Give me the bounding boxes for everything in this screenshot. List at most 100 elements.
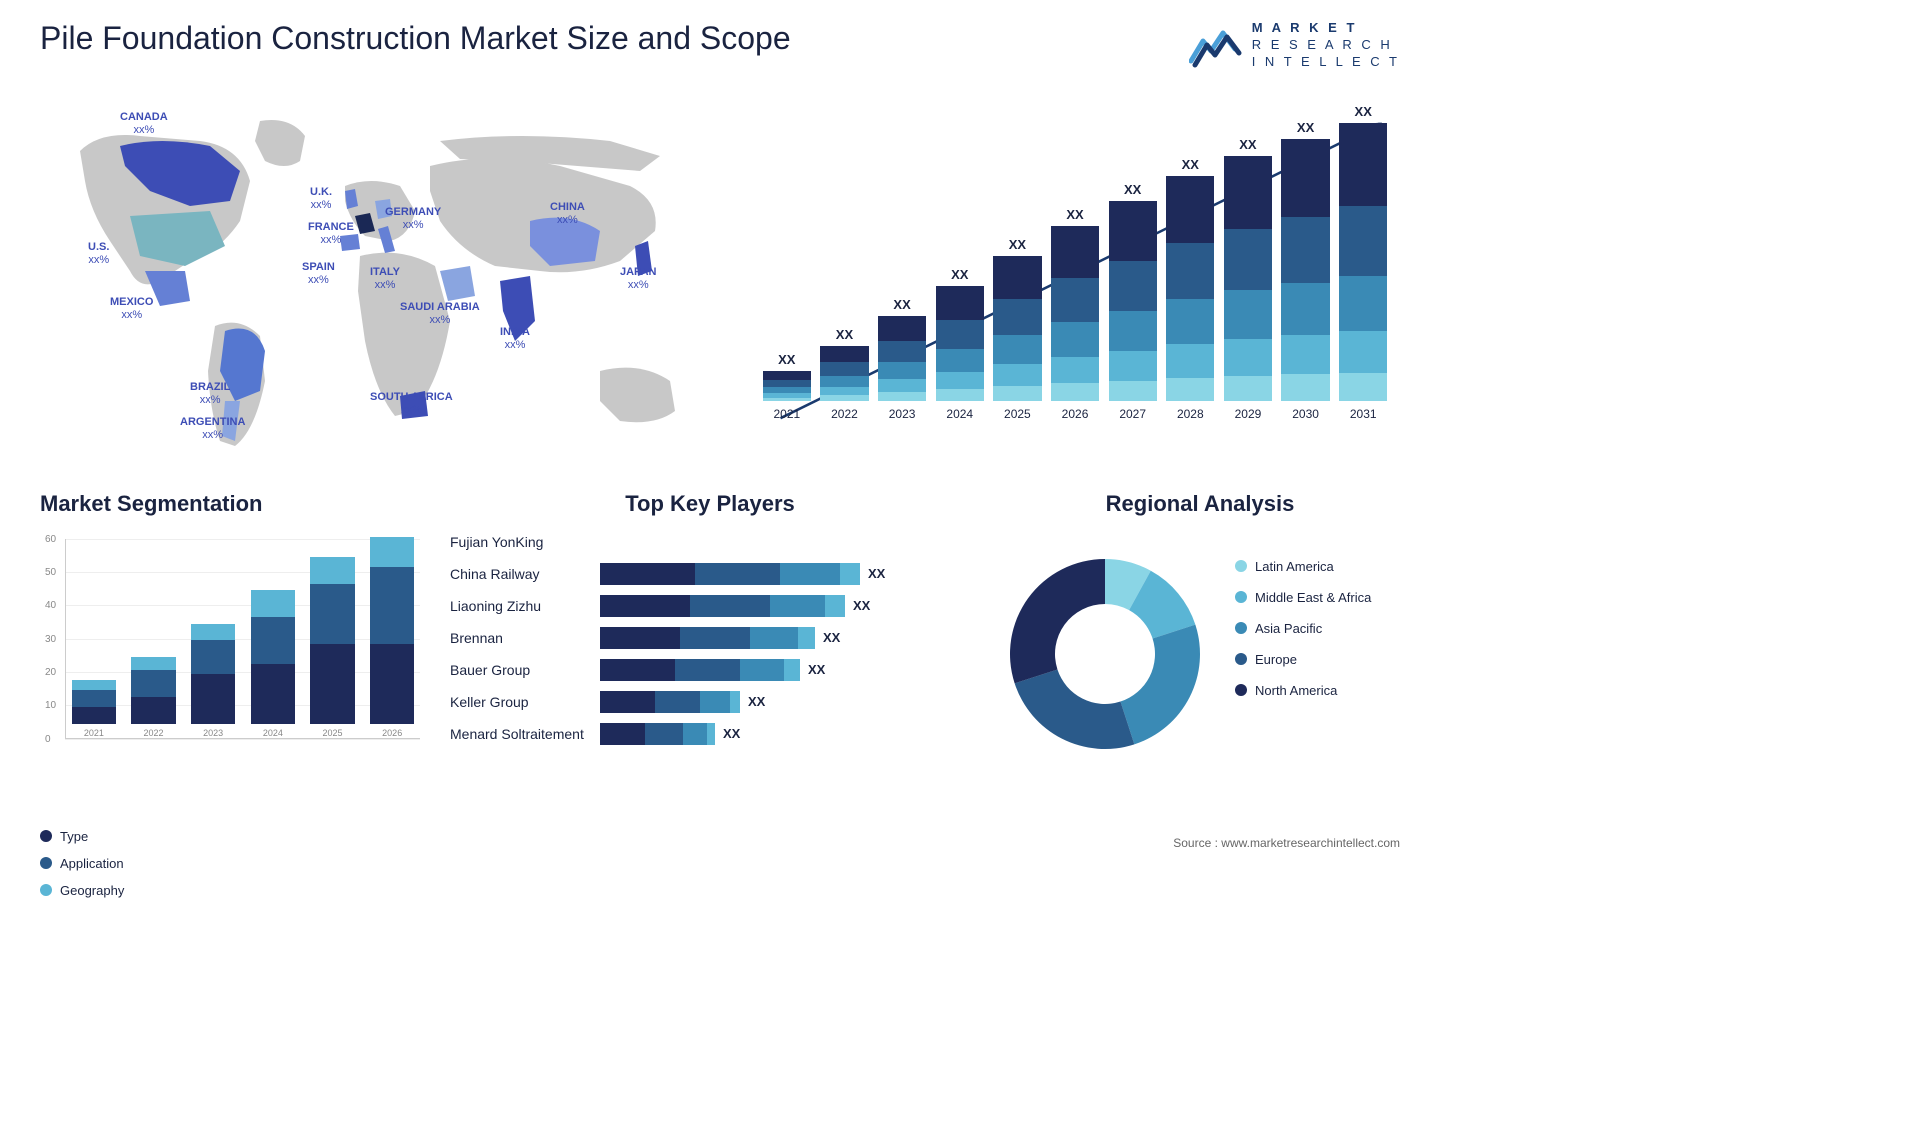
growth-bar-year: 2030 <box>1292 407 1319 421</box>
map-label: GERMANYxx% <box>385 206 441 232</box>
segmentation-title: Market Segmentation <box>40 491 420 517</box>
map-label: ARGENTINAxx% <box>180 416 245 442</box>
legend-item: Europe <box>1235 652 1371 667</box>
donut-slice <box>1120 624 1200 744</box>
seg-ytick: 60 <box>45 534 56 545</box>
legend-label: Application <box>60 856 124 871</box>
growth-bar-value: XX <box>1239 137 1256 152</box>
legend-item: Middle East & Africa <box>1235 590 1371 605</box>
growth-bar-value: XX <box>1124 182 1141 197</box>
growth-bar-value: XX <box>1066 207 1083 222</box>
seg-ytick: 30 <box>45 634 56 645</box>
growth-bar: XX 2022 <box>818 327 872 421</box>
growth-bar-value: XX <box>1009 237 1026 252</box>
player-name: Fujian YonKing <box>450 534 600 550</box>
growth-bar-year: 2029 <box>1235 407 1262 421</box>
growth-chart: XX2021XX2022XX2023XX2024XX2025XX2026XX20… <box>750 91 1400 461</box>
legend-item: North America <box>1235 683 1371 698</box>
player-row: Keller GroupXX <box>450 689 970 715</box>
legend-label: Europe <box>1255 652 1297 667</box>
logo-icon <box>1189 23 1244 68</box>
top-row: CANADAxx% U.S.xx% MEXICOxx% BRAZILxx% ARGENT… <box>40 91 1400 461</box>
legend-label: Type <box>60 829 88 844</box>
player-row: Bauer GroupXX <box>450 657 970 683</box>
growth-bar-value: XX <box>836 327 853 342</box>
player-row: Fujian YonKing <box>450 529 970 555</box>
players-title: Top Key Players <box>450 491 970 517</box>
growth-bar: XX2021 <box>760 352 814 421</box>
donut-slice <box>1010 559 1105 683</box>
growth-bar-value: XX <box>951 267 968 282</box>
player-name: Bauer Group <box>450 662 600 678</box>
seg-ytick: 0 <box>45 734 51 745</box>
seg-bar-year: 2022 <box>143 728 163 738</box>
map-label: INDIAxx% <box>500 326 530 352</box>
growth-bar-year: 2023 <box>889 407 916 421</box>
legend-dot <box>1235 684 1247 696</box>
legend-dot <box>1235 622 1247 634</box>
legend-label: Asia Pacific <box>1255 621 1322 636</box>
legend-label: North America <box>1255 683 1337 698</box>
player-value: XX <box>853 598 870 613</box>
map-label: MEXICOxx% <box>110 296 153 322</box>
seg-bar-year: 2026 <box>382 728 402 738</box>
growth-bar-year: 2022 <box>831 407 858 421</box>
growth-bar-year: 2024 <box>946 407 973 421</box>
player-name: China Railway <box>450 566 600 582</box>
legend-label: Latin America <box>1255 559 1334 574</box>
growth-bar: XX 2031 <box>1336 104 1390 421</box>
growth-bar-year: 2027 <box>1119 407 1146 421</box>
growth-bar: XX 2029 <box>1221 137 1275 421</box>
player-row: BrennanXX <box>450 625 970 651</box>
map-label: ITALYxx% <box>370 266 400 292</box>
seg-ytick: 40 <box>45 600 56 611</box>
map-label: SAUDI ARABIAxx% <box>400 301 480 327</box>
growth-bar: XX2026 <box>1048 207 1102 421</box>
growth-bar: XX2030 <box>1279 120 1333 421</box>
seg-ytick: 50 <box>45 567 56 578</box>
page-title: Pile Foundation Construction Market Size… <box>40 20 791 57</box>
seg-bar: 2024 <box>245 590 301 737</box>
growth-bar-year: 2028 <box>1177 407 1204 421</box>
seg-bar: 2025 <box>305 557 361 738</box>
legend-dot <box>40 884 52 896</box>
growth-bar-value: XX <box>1182 157 1199 172</box>
player-value: XX <box>748 694 765 709</box>
player-name: Brennan <box>450 630 600 646</box>
segmentation-section: Market Segmentation 2021 2022 20232024 2025… <box>40 491 420 771</box>
seg-bar-year: 2025 <box>323 728 343 738</box>
legend-item: Asia Pacific <box>1235 621 1371 636</box>
growth-bar-year: 2025 <box>1004 407 1031 421</box>
seg-bar-year: 2021 <box>84 728 104 738</box>
logo-text: M A R K E T R E S E A R C H I N T E L L … <box>1252 20 1400 71</box>
legend-dot <box>40 830 52 842</box>
legend-dot <box>40 857 52 869</box>
legend-label: Geography <box>60 883 124 898</box>
player-value: XX <box>723 726 740 741</box>
segmentation-legend: Type Application Geography <box>40 779 420 898</box>
map-label: CANADAxx% <box>120 111 168 137</box>
growth-bar: XX 2027 <box>1106 182 1160 421</box>
seg-bar: 2023 <box>185 624 241 738</box>
logo: M A R K E T R E S E A R C H I N T E L L … <box>1189 20 1400 71</box>
players-section: Top Key Players Fujian YonKing China Rail… <box>450 491 970 771</box>
bottom-row: Market Segmentation 2021 2022 20232024 2025… <box>40 491 1400 771</box>
legend-label: Middle East & Africa <box>1255 590 1371 605</box>
source-text: Source : www.marketresearchintellect.com <box>1173 836 1400 850</box>
seg-bar: 2026 <box>364 537 420 738</box>
map-label: U.S.xx% <box>88 241 109 267</box>
map-label: CHINAxx% <box>550 201 585 227</box>
map-label: BRAZILxx% <box>190 381 230 407</box>
header: Pile Foundation Construction Market Size… <box>40 20 1400 71</box>
legend-item: Application <box>40 856 420 871</box>
seg-ytick: 20 <box>45 667 56 678</box>
players-chart: Fujian YonKingChina RailwayXXLiaoning Zi… <box>450 529 970 747</box>
map-label: FRANCExx% <box>308 221 354 247</box>
growth-bar-value: XX <box>778 352 795 367</box>
growth-bar: XX 2025 <box>991 237 1045 421</box>
growth-bar-value: XX <box>1355 104 1372 119</box>
growth-bar-year: 2031 <box>1350 407 1377 421</box>
world-map: CANADAxx% U.S.xx% MEXICOxx% BRAZILxx% ARGENT… <box>40 91 720 461</box>
regional-title: Regional Analysis <box>1000 491 1400 517</box>
growth-bar-value: XX <box>893 297 910 312</box>
